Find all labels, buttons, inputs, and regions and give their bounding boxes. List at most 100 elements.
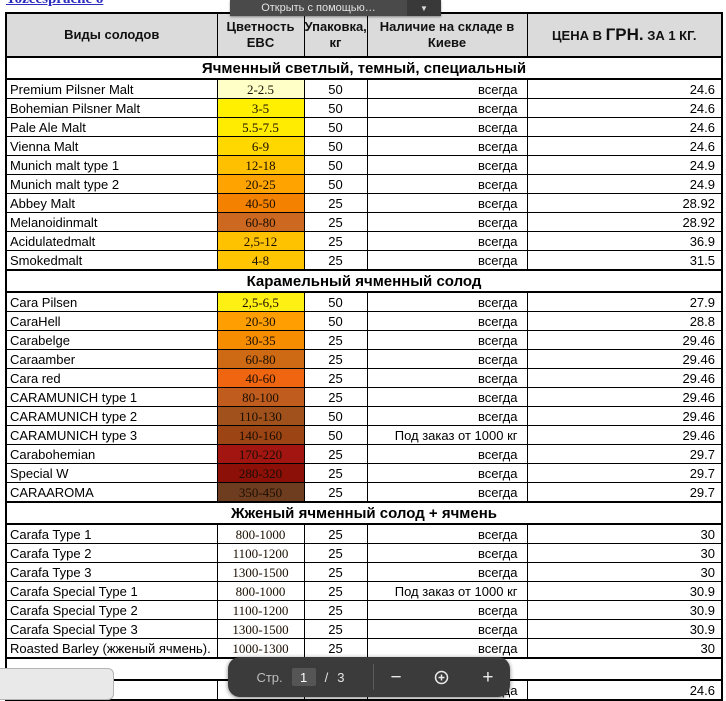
- table-row: Carafa Type 3 1300-1500 25 всегда 30: [5, 562, 723, 582]
- ebc-value-cell: 350-450: [216, 482, 305, 503]
- stock-status-cell: Под заказ от 1000 кг: [366, 581, 528, 601]
- table-row: Caraamber 60-80 25 всегда 29.46: [5, 349, 723, 369]
- table-row: Vienna Malt 6-9 50 всегда 24.6: [5, 136, 723, 156]
- header-price: ЦЕНА В ГРН. ЗА 1 КГ.: [526, 12, 723, 58]
- malt-name-cell: CARAAROMA: [5, 482, 218, 503]
- table-row: Carafa Type 1 800-1000 25 всегда 30: [5, 523, 723, 544]
- ebc-value-cell: 20-30: [216, 311, 305, 331]
- header-package-kg: Упаковка, кг: [303, 12, 368, 58]
- zoom-out-button[interactable]: −: [390, 666, 402, 688]
- malt-name-cell: CARAMUNICH type 3: [5, 425, 218, 445]
- malt-name-cell: Abbey Malt: [5, 193, 218, 213]
- malt-name-cell: Special W: [5, 463, 218, 483]
- magnifier-plus-icon: [435, 670, 449, 684]
- package-kg-cell: 50: [303, 425, 368, 445]
- ebc-value-cell: 20-25: [216, 174, 305, 194]
- table-row: Carafa Special Type 2 1100-1200 25 всегда 30…: [5, 600, 723, 620]
- section-header-row: Ячменный светлый, темный, специальный: [5, 56, 723, 80]
- header-stock-kiev: Наличие на складе в Киеве: [366, 12, 528, 58]
- stock-status-cell: всегда: [366, 543, 528, 563]
- table-row: Smokedmalt 4-8 25 всегда 31.5: [5, 250, 723, 271]
- table-row: Melanoidinmalt 60-80 25 всегда 28.92: [5, 212, 723, 232]
- price-cell: 29.46: [526, 406, 723, 426]
- price-header-suffix: ЗА 1 КГ.: [643, 28, 697, 44]
- package-kg-cell: 25: [303, 250, 368, 271]
- section-title: Карамельный ячменный солод: [5, 269, 723, 293]
- malt-name-cell: CaraHell: [5, 311, 218, 331]
- ebc-value-cell: 6-9: [216, 136, 305, 156]
- package-kg-cell: 50: [303, 406, 368, 426]
- malt-name-cell: Carafa Special Type 2: [5, 600, 218, 620]
- stock-status-cell: всегда: [366, 78, 528, 99]
- ebc-value-cell: 60-80: [216, 349, 305, 369]
- package-kg-cell: 25: [303, 523, 368, 544]
- package-kg-cell: 50: [303, 311, 368, 331]
- table-row: Carabohemian 170-220 25 всегда 29.7: [5, 444, 723, 464]
- table-row: CARAMUNICH type 1 80-100 25 всегда 29.46: [5, 387, 723, 407]
- ebc-value-cell: 1300-1500: [216, 619, 305, 639]
- table-row: Carafa Special Type 3 1300-1500 25 всегда 30…: [5, 619, 723, 639]
- ebc-value-cell: 5.5-7.5: [216, 117, 305, 137]
- table-row: CARAMUNICH type 2 110-130 50 всегда 29.46: [5, 406, 723, 426]
- stock-status-cell: всегда: [366, 619, 528, 639]
- malt-name-cell: CARAMUNICH type 2: [5, 406, 218, 426]
- zoom-in-button[interactable]: +: [482, 666, 494, 688]
- malt-name-cell: Munich malt type 1: [5, 155, 218, 175]
- price-cell: 24.6: [526, 679, 723, 701]
- package-kg-cell: 25: [303, 600, 368, 620]
- table-row: Premium Pilsner Malt 2-2.5 50 всегда 24.6: [5, 78, 723, 99]
- table-row: Abbey Malt 40-50 25 всегда 28.92: [5, 193, 723, 213]
- malt-name-cell: Bohemian Pilsner Malt: [5, 98, 218, 118]
- ebc-value-cell: 40-50: [216, 193, 305, 213]
- package-kg-cell: 50: [303, 98, 368, 118]
- partial-bottom-left-element: [0, 668, 114, 700]
- zoom-fit-icon[interactable]: [434, 670, 449, 685]
- table-row: CARAAROMA 350-450 25 всегда 29.7: [5, 482, 723, 503]
- malt-name-cell: CARAMUNICH type 1: [5, 387, 218, 407]
- package-kg-cell: 25: [303, 444, 368, 464]
- stock-status-cell: Под заказ от 1000 кг: [366, 425, 528, 445]
- stock-status-cell: всегда: [366, 291, 528, 312]
- ebc-value-cell: 280-320: [216, 463, 305, 483]
- package-kg-cell: 50: [303, 291, 368, 312]
- open-with-button[interactable]: Открыть с помощью… ▼: [230, 0, 441, 16]
- table-row: Cara Pilsen 2,5-6,5 50 всегда 27.9: [5, 291, 723, 312]
- package-kg-cell: 25: [303, 387, 368, 407]
- stock-status-cell: всегда: [366, 231, 528, 251]
- current-page-input[interactable]: 1: [291, 668, 316, 686]
- section-header-row: Жженый ячменный солод + ячмень: [5, 501, 723, 525]
- price-cell: 30: [526, 562, 723, 582]
- malt-name-cell: Carafa Special Type 3: [5, 619, 218, 639]
- ebc-value-cell: 110-130: [216, 406, 305, 426]
- price-cell: 30: [526, 638, 723, 659]
- price-cell: 29.7: [526, 444, 723, 464]
- malt-name-cell: Munich malt type 2: [5, 174, 218, 194]
- price-cell: 29.46: [526, 387, 723, 407]
- chevron-down-icon[interactable]: ▼: [407, 0, 441, 16]
- stock-status-cell: всегда: [366, 193, 528, 213]
- ebc-value-cell: 2,5-6,5: [216, 291, 305, 312]
- price-cell: 28.8: [526, 311, 723, 331]
- top-hyperlink[interactable]: Tozeesprache o: [6, 0, 103, 8]
- ebc-value-cell: 800-1000: [216, 581, 305, 601]
- price-cell: 29.46: [526, 330, 723, 350]
- package-kg-cell: 50: [303, 174, 368, 194]
- price-cell: 30: [526, 543, 723, 563]
- ebc-value-cell: 2,5-12: [216, 231, 305, 251]
- package-kg-cell: 25: [303, 619, 368, 639]
- malt-name-cell: Vienna Malt: [5, 136, 218, 156]
- stock-status-cell: всегда: [366, 136, 528, 156]
- page-divider: /: [324, 669, 329, 685]
- price-cell: 29.46: [526, 425, 723, 445]
- package-kg-cell: 25: [303, 330, 368, 350]
- malt-name-cell: Roasted Barley (жженый ячмень).: [5, 638, 218, 659]
- table-header-row: Виды солодов Цветность EBC Упаковка, кг …: [5, 12, 723, 58]
- page-label: Стр.: [256, 669, 283, 685]
- malt-name-cell: Melanoidinmalt: [5, 212, 218, 232]
- malt-name-cell: Caraamber: [5, 349, 218, 369]
- table-row: Special W 280-320 25 всегда 29.7: [5, 463, 723, 483]
- table-row: Carafa Type 2 1100-1200 25 всегда 30: [5, 543, 723, 563]
- stock-status-cell: всегда: [366, 250, 528, 271]
- malt-name-cell: Acidulatedmalt: [5, 231, 218, 251]
- package-kg-cell: 25: [303, 193, 368, 213]
